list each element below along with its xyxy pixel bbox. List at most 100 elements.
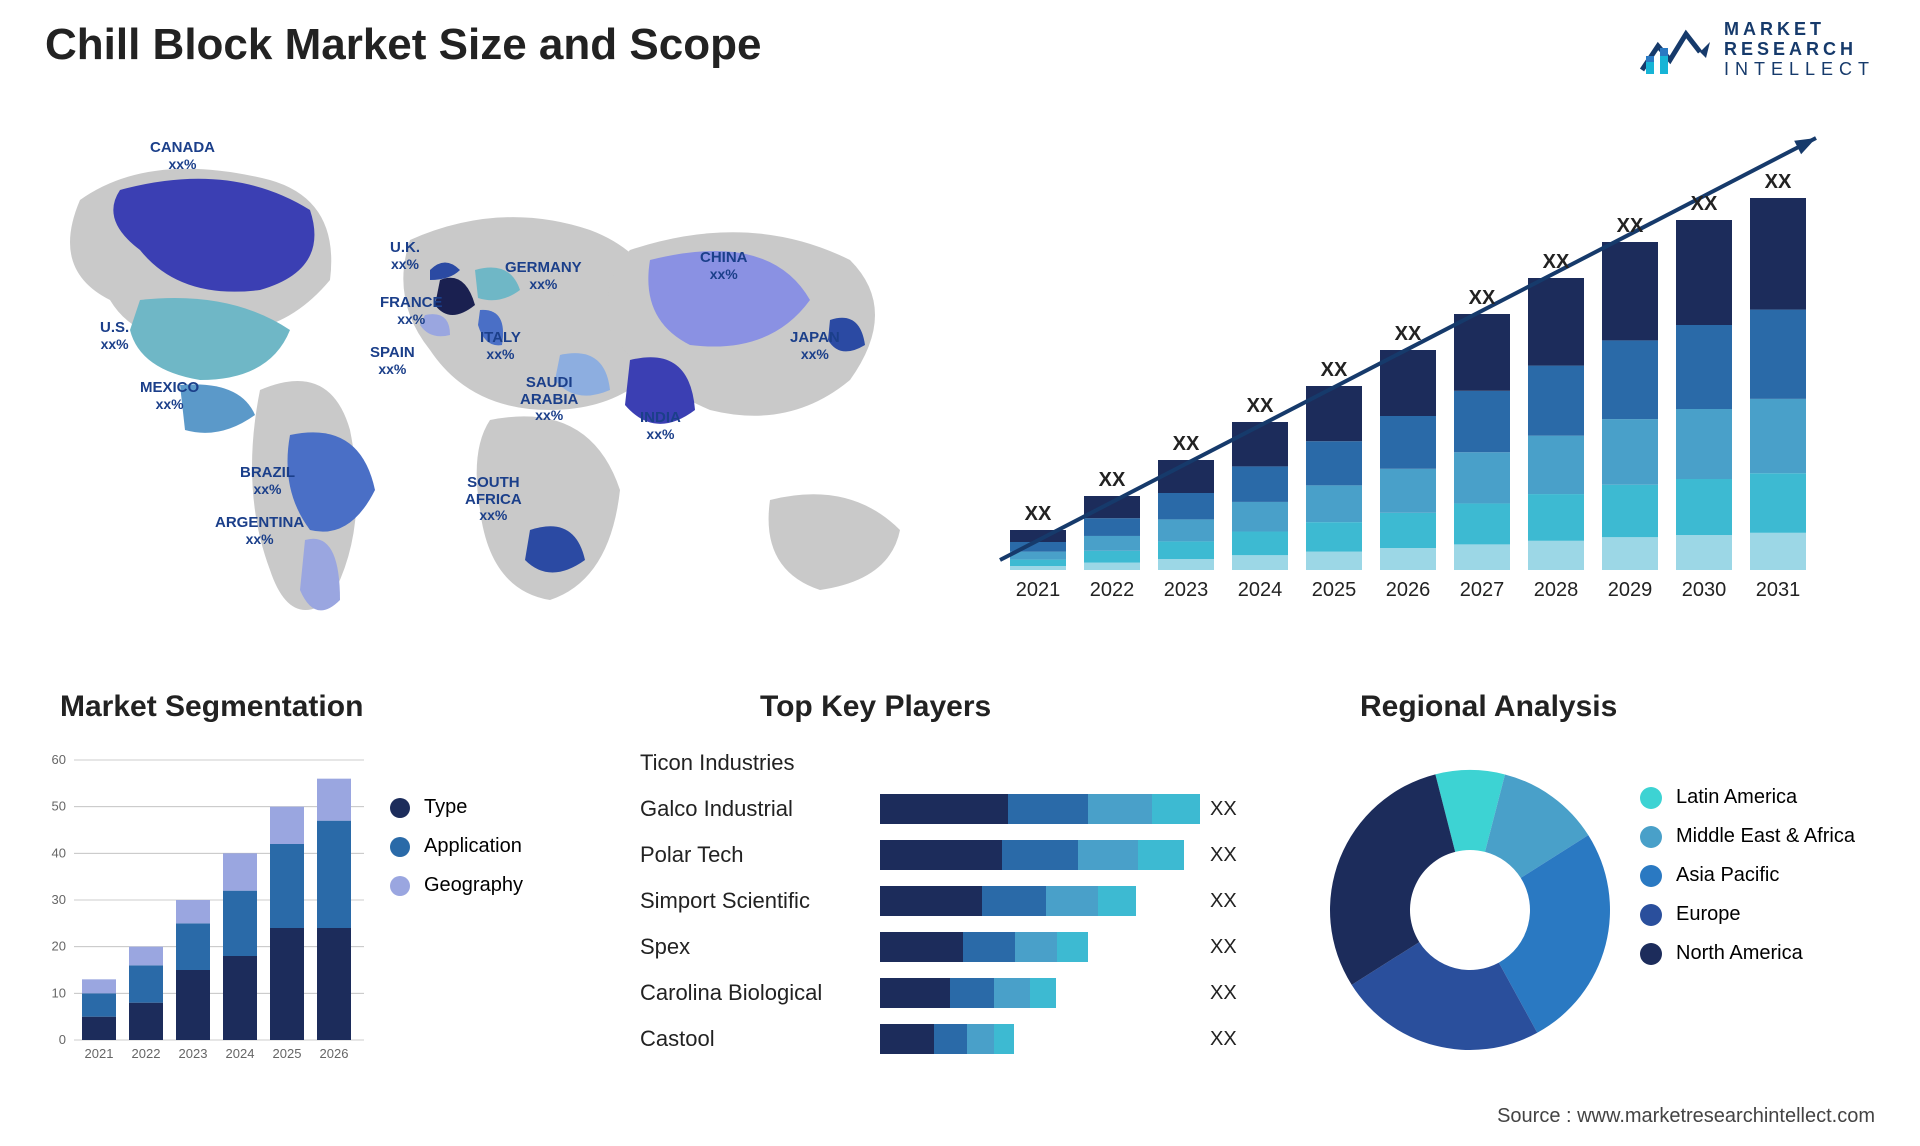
player-value: XX (1210, 890, 1270, 913)
segmentation-panel: 0 10 20 30 40 50 60 2021 2022 2023 2024 2025 2026 Ty… (30, 740, 590, 1100)
growth-chart: XX 2021 XX 2022 XX 2023 XX 2024 XX 2025 XX 2026 XX 20… (980, 130, 1850, 630)
svg-text:XX: XX (1395, 323, 1422, 345)
svg-text:2026: 2026 (320, 1046, 349, 1061)
map-label: GERMANYxx% (505, 260, 582, 292)
legend-item: Asia Pacific (1640, 864, 1855, 887)
player-bar (880, 886, 1136, 916)
legend-item: Geography (390, 874, 523, 897)
svg-text:XX: XX (1469, 287, 1496, 309)
donut-chart (1310, 740, 1630, 1080)
svg-text:XX: XX (1173, 433, 1200, 455)
region-legend: Latin AmericaMiddle East & AfricaAsia Pa… (1640, 770, 1855, 981)
svg-text:20: 20 (52, 939, 66, 954)
player-value: XX (1210, 1028, 1270, 1051)
player-name: Simport Scientific (640, 888, 870, 914)
player-name: Galco Industrial (640, 796, 870, 822)
player-name: Carolina Biological (640, 980, 870, 1006)
svg-text:50: 50 (52, 799, 66, 814)
svg-text:2025: 2025 (273, 1046, 302, 1061)
segmentation-chart: 0 10 20 30 40 50 60 2021 2022 2023 2024 2025 2026 (30, 740, 380, 1080)
player-name: Castool (640, 1026, 870, 1052)
map-label: ARGENTINAxx% (215, 515, 304, 547)
svg-text:60: 60 (52, 752, 66, 767)
players-panel: Ticon IndustriesGalco IndustrialXXPolar … (640, 740, 1280, 1120)
map-label: FRANCExx% (380, 295, 443, 327)
svg-text:XX: XX (1099, 469, 1126, 491)
player-name: Spex (640, 934, 870, 960)
players-title: Top Key Players (760, 690, 991, 724)
map-label: CANADAxx% (150, 140, 215, 172)
svg-text:0: 0 (59, 1032, 66, 1047)
legend-item: Type (390, 796, 523, 819)
svg-text:2023: 2023 (179, 1046, 208, 1061)
svg-text:30: 30 (52, 892, 66, 907)
svg-text:2028: 2028 (1534, 579, 1579, 601)
page-title: Chill Block Market Size and Scope (45, 20, 761, 70)
map-label: JAPANxx% (790, 330, 840, 362)
svg-text:2023: 2023 (1164, 579, 1209, 601)
svg-text:2029: 2029 (1608, 579, 1653, 601)
player-bar (880, 1024, 1014, 1054)
legend-item: North America (1640, 942, 1855, 965)
world-map-panel: CANADAxx% U.S.xx% MEXICOxx% BRAZILxx% ARGENT… (30, 130, 950, 640)
player-row: Castool XX (640, 1016, 1280, 1062)
player-bar (880, 978, 1056, 1008)
svg-text:40: 40 (52, 845, 66, 860)
legend-item: Application (390, 835, 523, 858)
logo-line3: INTELLECT (1724, 60, 1875, 80)
map-label: INDIAxx% (640, 410, 681, 442)
segmentation-title: Market Segmentation (60, 690, 363, 724)
map-label: MEXICOxx% (140, 380, 199, 412)
player-bar (880, 840, 1184, 870)
player-row: Simport Scientific XX (640, 878, 1280, 924)
svg-text:XX: XX (1617, 215, 1644, 237)
map-label: U.S.xx% (100, 320, 129, 352)
player-row: Galco Industrial XX (640, 786, 1280, 832)
svg-text:2021: 2021 (85, 1046, 114, 1061)
svg-text:2024: 2024 (1238, 579, 1283, 601)
map-label: CHINAxx% (700, 250, 748, 282)
player-name: Ticon Industries (640, 750, 870, 776)
svg-text:XX: XX (1543, 251, 1570, 273)
svg-text:2022: 2022 (132, 1046, 161, 1061)
region-title: Regional Analysis (1360, 690, 1617, 724)
svg-text:10: 10 (52, 985, 66, 1000)
player-value: XX (1210, 798, 1270, 821)
logo-icon (1640, 26, 1712, 74)
svg-text:2021: 2021 (1016, 579, 1061, 601)
player-row: Spex XX (640, 924, 1280, 970)
map-label: SOUTHAFRICAxx% (465, 475, 522, 523)
logo-line1: MARKET (1724, 20, 1875, 40)
map-label: SPAINxx% (370, 345, 415, 377)
map-label: ITALYxx% (480, 330, 521, 362)
svg-text:2025: 2025 (1312, 579, 1357, 601)
map-label: BRAZILxx% (240, 465, 295, 497)
player-row: Polar Tech XX (640, 832, 1280, 878)
legend-item: Europe (1640, 903, 1855, 926)
player-value: XX (1210, 844, 1270, 867)
svg-text:2031: 2031 (1756, 579, 1801, 601)
map-label: U.K.xx% (390, 240, 420, 272)
player-bar (880, 932, 1088, 962)
map-label: SAUDIARABIAxx% (520, 375, 578, 423)
svg-text:2022: 2022 (1090, 579, 1135, 601)
player-row: Ticon Industries (640, 740, 1280, 786)
player-value: XX (1210, 982, 1270, 1005)
svg-text:2024: 2024 (226, 1046, 255, 1061)
player-row: Carolina Biological XX (640, 970, 1280, 1016)
svg-text:2026: 2026 (1386, 579, 1431, 601)
legend-item: Latin America (1640, 786, 1855, 809)
source-line: Source : www.marketresearchintellect.com (1497, 1105, 1875, 1128)
region-panel: Latin AmericaMiddle East & AfricaAsia Pa… (1310, 740, 1880, 1110)
svg-text:XX: XX (1765, 171, 1792, 193)
logo-line2: RESEARCH (1724, 40, 1875, 60)
svg-text:XX: XX (1691, 193, 1718, 215)
svg-text:XX: XX (1321, 359, 1348, 381)
player-name: Polar Tech (640, 842, 870, 868)
svg-text:XX: XX (1247, 395, 1274, 417)
brand-logo: MARKET RESEARCH INTELLECT (1640, 20, 1875, 79)
player-bar (880, 794, 1200, 824)
svg-text:2027: 2027 (1460, 579, 1505, 601)
player-value: XX (1210, 936, 1270, 959)
growth-chart-panel: XX 2021 XX 2022 XX 2023 XX 2024 XX 2025 XX 2026 XX 20… (980, 130, 1850, 630)
